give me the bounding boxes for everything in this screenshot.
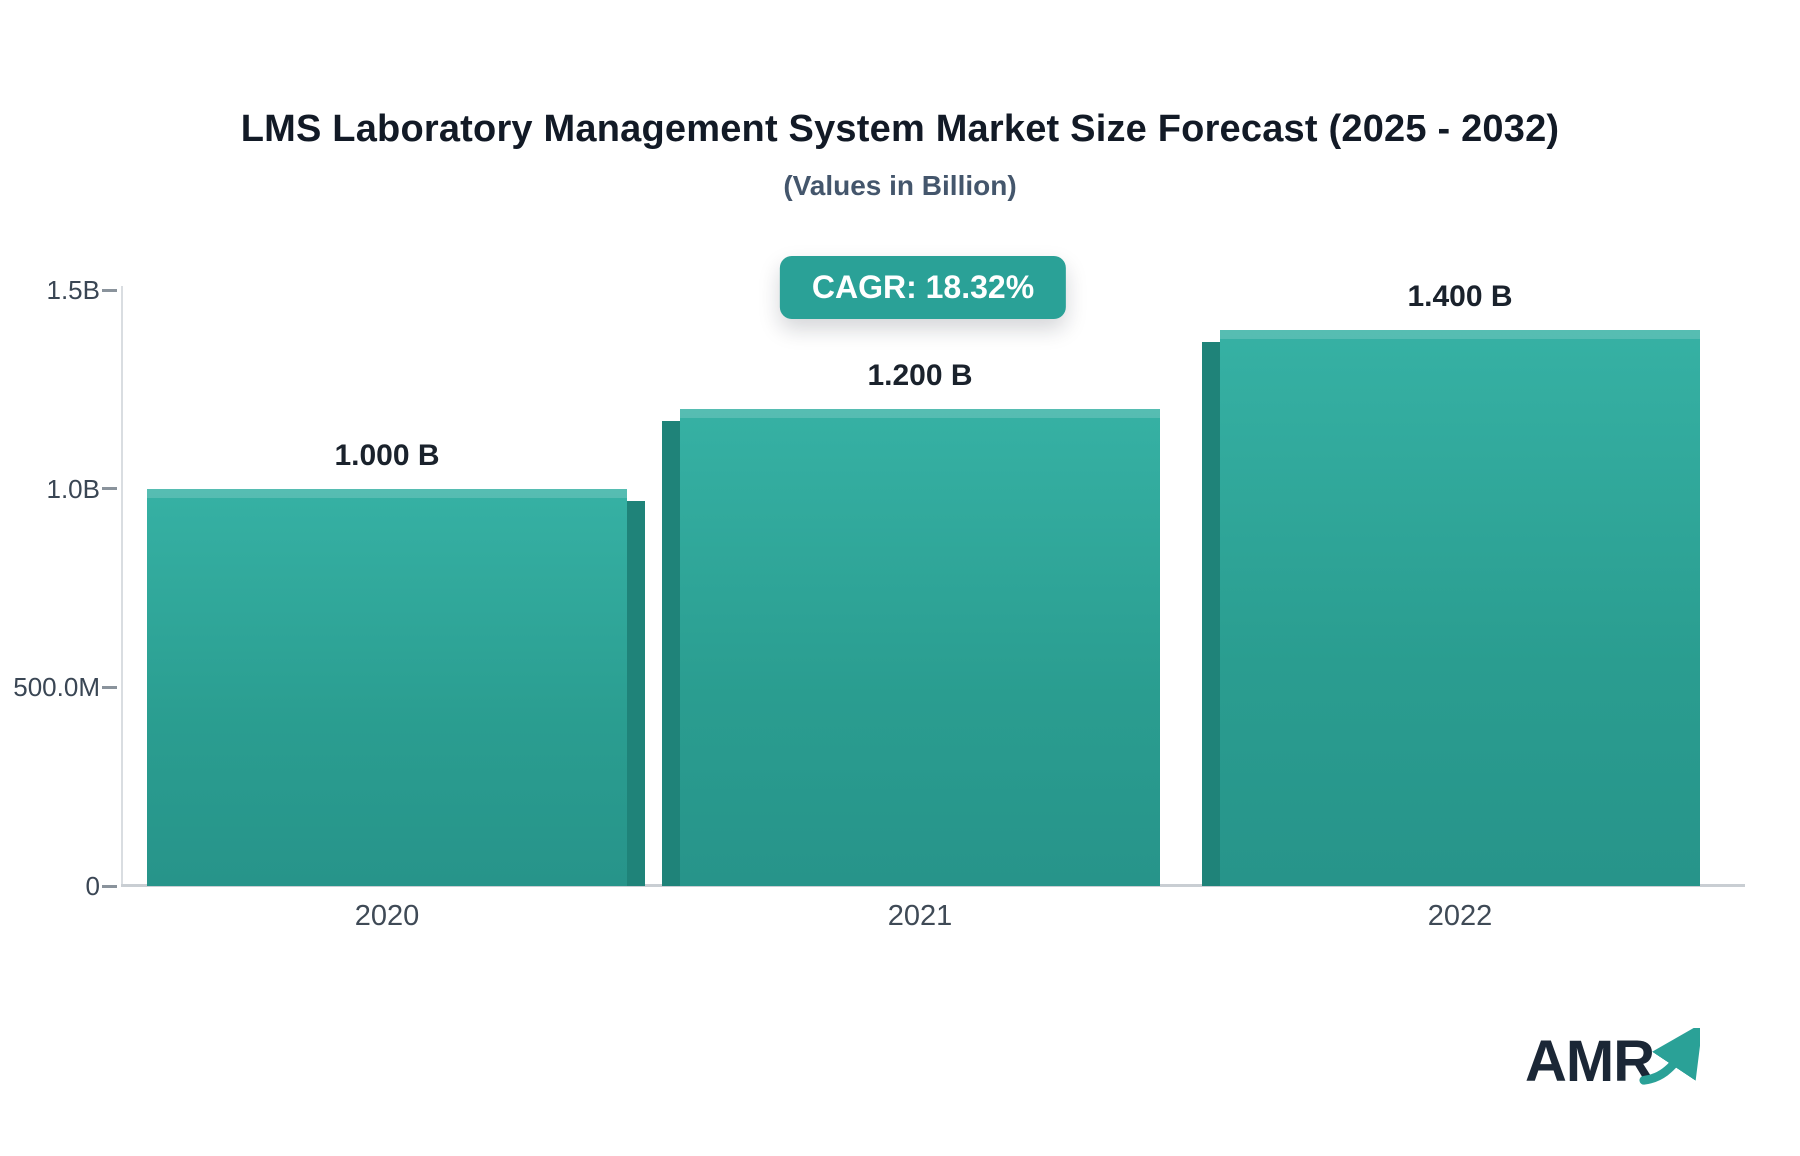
- amr-logo: AMR: [1525, 1027, 1701, 1095]
- x-axis-label: 2021: [887, 900, 953, 932]
- y-tick-mark: [102, 288, 117, 292]
- trend-arrow-icon: [1639, 1027, 1701, 1085]
- y-tick-label: 1.0B: [46, 473, 101, 504]
- y-tick-label: 0: [85, 871, 100, 901]
- bar-2020: [147, 488, 645, 886]
- y-tick-mark: [102, 487, 117, 491]
- bar-top-highlight: [1220, 329, 1700, 339]
- bar-side-face: [662, 421, 680, 886]
- bar-value-label: 1.000 B: [334, 438, 440, 472]
- bar-side-face: [1202, 341, 1220, 886]
- amr-logo-text: AMR: [1525, 1029, 1655, 1094]
- x-axis-label: 2020: [354, 900, 420, 932]
- cagr-badge: CAGR: 18.32%: [779, 256, 1067, 319]
- y-tick-mark: [102, 685, 117, 689]
- y-tick-mark: [102, 884, 117, 888]
- bar-2022: [1202, 329, 1700, 886]
- bar-value-label: 1.400 B: [1407, 279, 1513, 313]
- x-axis-label: 2022: [1427, 900, 1493, 932]
- bar-body: [680, 409, 1160, 886]
- chart-subtitle: (Values in Billion): [783, 170, 1017, 201]
- bar-side-face: [627, 500, 645, 886]
- bar-body: [147, 488, 627, 886]
- bar-body: [1220, 329, 1700, 886]
- y-axis-line: [121, 286, 123, 886]
- bar-2021: [662, 409, 1160, 886]
- y-tick-label: 500.0M: [13, 672, 100, 703]
- bar-top-highlight: [680, 409, 1160, 419]
- chart-title: LMS Laboratory Management System Market …: [240, 108, 1560, 150]
- bar-value-label: 1.200 B: [867, 359, 973, 393]
- bar-top-highlight: [147, 488, 627, 498]
- y-tick-label: 1.5B: [46, 275, 101, 305]
